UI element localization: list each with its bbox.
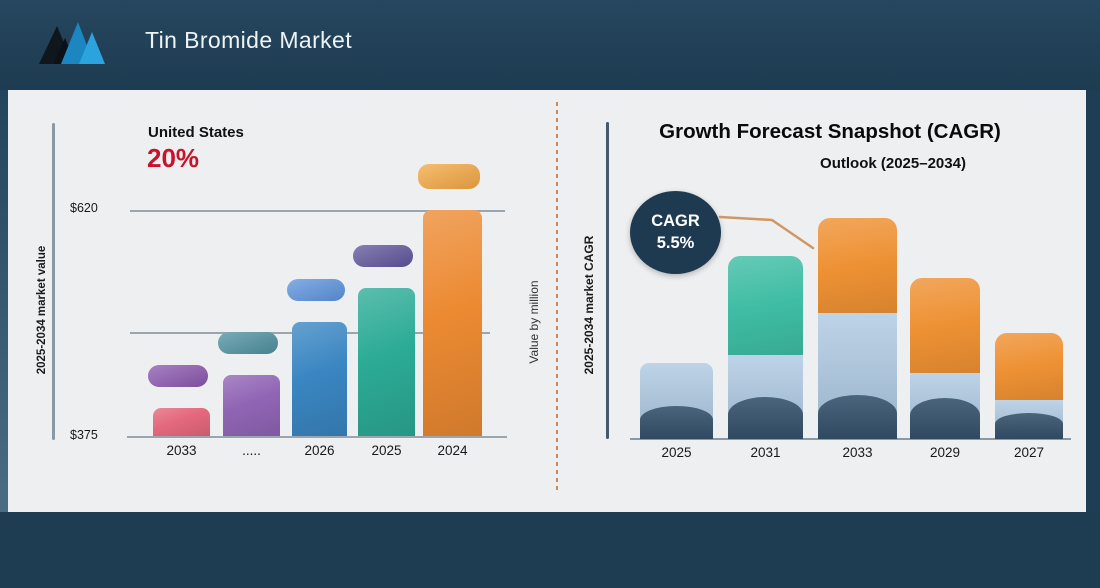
us-bar-col-2 — [223, 374, 280, 436]
us-chart-y-axis — [52, 123, 55, 440]
us-x-tick-label: 2025 — [371, 443, 402, 458]
us-x-tick-label: 2026 — [304, 443, 335, 458]
us-x-tick-label: 2024 — [437, 443, 468, 458]
panel-divider-dashed-line — [556, 102, 558, 492]
cagr-x-tick-label: 2031 — [750, 445, 781, 460]
us-bar-2026 — [292, 322, 347, 436]
us-bar-2025 — [358, 287, 415, 436]
cagr-badge: CAGR 5.5% — [630, 191, 721, 274]
cagr-bar-2031-top — [728, 255, 803, 356]
us-gridline — [130, 210, 505, 212]
cagr-x-tick-label: 2027 — [1013, 445, 1045, 460]
cagr-chart-subtitle: Outlook (2025–2034) — [820, 155, 966, 172]
us-bar-cap-2033 — [148, 365, 208, 388]
footer-bar: @ All Market Analysis Snapshot GlobalTin… — [0, 512, 1100, 588]
cagr-x-tick-label: 2025 — [661, 445, 692, 460]
us-bar-2024 — [423, 210, 482, 436]
left-frame-edge — [0, 90, 8, 512]
cagr-bar-2029-top — [910, 278, 980, 374]
cagr-bar-2029-base — [910, 398, 980, 439]
cagr-x-tick-label: 2029 — [929, 445, 961, 460]
cagr-badge-value: 5.5% — [656, 233, 695, 252]
us-bar-cap-2026 — [287, 279, 345, 302]
cagr-badge-label: CAGR — [651, 212, 700, 231]
us-bar-cap-2024 — [418, 164, 480, 189]
cagr-bar-2033-top — [818, 218, 897, 313]
ama-logo-icon — [39, 22, 105, 64]
right-frame-edge — [1086, 90, 1100, 512]
cagr-bar-2027-base — [995, 413, 1063, 439]
us-chart-y-axis-label: 2025-2034 market value — [36, 245, 48, 375]
value-axis-label: Value by million — [527, 280, 541, 364]
cagr-bar-2027-top — [995, 332, 1063, 400]
cagr-chart-y-axis — [606, 122, 609, 439]
cagr-connector-line — [718, 215, 815, 250]
cagr-bar-2031-base — [728, 397, 803, 439]
cagr-bar-2025-base — [640, 405, 713, 439]
page-title: Tin Bromide Market — [145, 27, 353, 53]
us-y-tick-label: $375 — [70, 428, 98, 442]
us-bar-cap-2025 — [353, 244, 413, 267]
us-bar-2033 — [153, 408, 210, 436]
cagr-x-tick-label: 2033 — [842, 445, 873, 460]
cagr-chart-y-axis-label: 2025-2034 market CAGR — [582, 235, 596, 375]
us-bar-cap-col-2 — [218, 331, 278, 354]
cagr-chart-title: Growth Forecast Snapshot (CAGR) — [659, 120, 1001, 143]
us-y-tick-label: $620 — [70, 201, 98, 215]
us-growth-percent: 20% — [147, 143, 200, 173]
cagr-chart-x-axis — [630, 438, 1071, 440]
us-x-tick-label: ..... — [242, 443, 261, 458]
us-x-tick-label: 2033 — [166, 443, 197, 458]
us-chart-heading: United States — [148, 124, 244, 141]
us-chart-x-axis — [127, 436, 507, 438]
cagr-bar-2033-base — [818, 394, 897, 439]
header-bar: Tin Bromide Market — [0, 0, 1100, 90]
